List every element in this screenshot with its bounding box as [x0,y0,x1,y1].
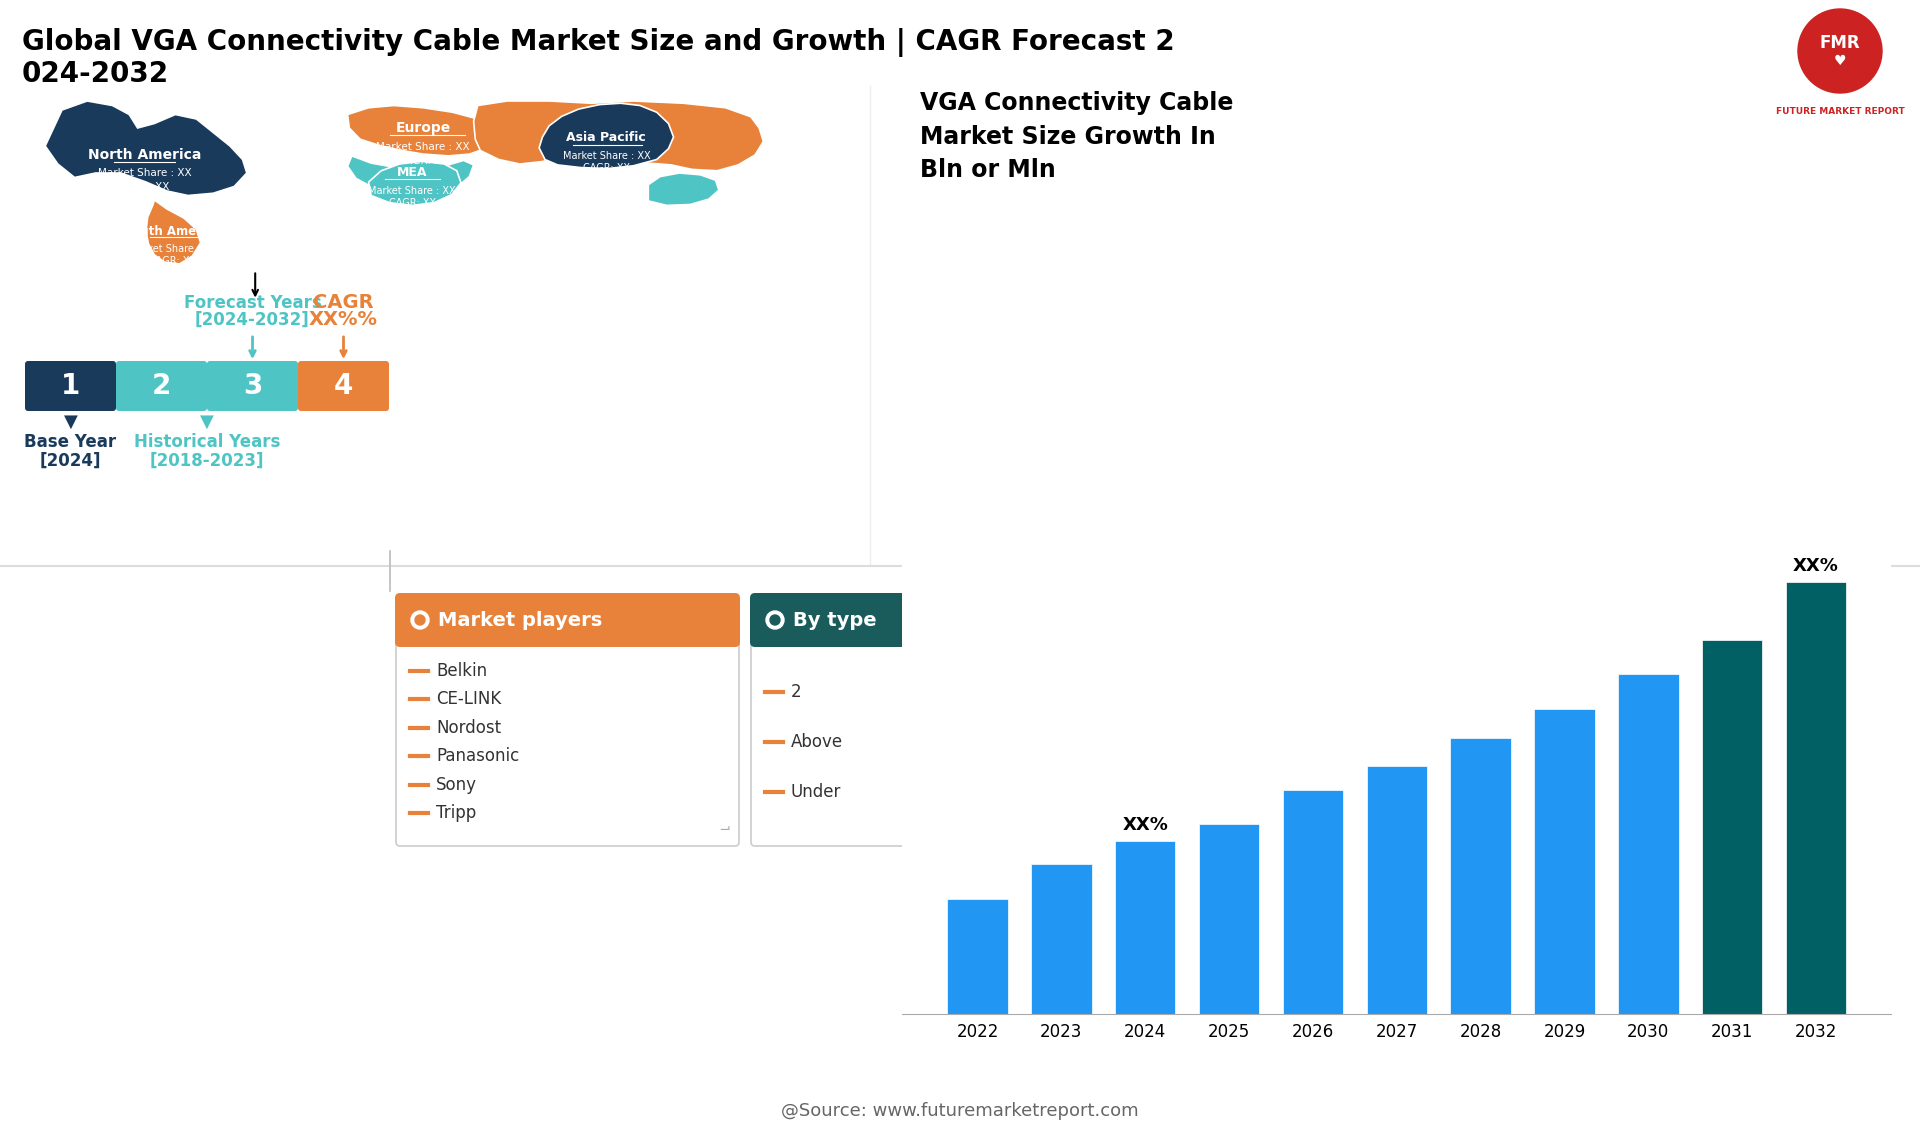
Text: 3: 3 [242,372,263,400]
Text: ⌐: ⌐ [1002,821,1014,834]
Text: Panasonic: Panasonic [436,747,518,766]
Text: VGA Connectivity Cable
Market Size Growth In
Bln or Mln: VGA Connectivity Cable Market Size Growt… [920,91,1233,182]
Text: Base Year: Base Year [25,433,117,452]
Text: XX%%: XX%% [309,311,378,329]
FancyBboxPatch shape [396,638,739,846]
FancyBboxPatch shape [1037,592,1336,647]
Text: MEA: MEA [397,166,428,180]
Text: South America: South America [125,225,221,238]
Polygon shape [348,105,499,156]
Text: Under: Under [791,783,841,801]
Polygon shape [474,101,764,171]
Text: XX%: XX% [1123,816,1167,834]
Text: CAGR: CAGR [313,293,374,312]
Bar [1534,709,1596,1014]
Bar [1619,674,1678,1014]
Text: ⌐: ⌐ [718,821,730,834]
Circle shape [766,611,783,629]
Text: Forecast Years: Forecast Years [184,295,321,312]
Text: CE-LINK: CE-LINK [436,690,501,708]
Text: FUTURE MARKET REPORT: FUTURE MARKET REPORT [1776,107,1905,116]
Text: ⌐: ⌐ [1313,821,1327,834]
Circle shape [1052,611,1071,629]
Text: Aftermarket: Aftermarket [1077,700,1177,717]
Text: Above: Above [791,733,843,751]
Bar [1786,582,1847,1014]
Text: @Source: www.futuremarketreport.com: @Source: www.futuremarketreport.com [781,1102,1139,1120]
Text: 1: 1 [61,372,81,400]
Text: 2: 2 [791,683,803,701]
FancyBboxPatch shape [751,638,1023,846]
Text: Market Share : XX: Market Share : XX [369,186,457,196]
Polygon shape [540,103,674,168]
Bar [947,898,1008,1014]
Bar [1701,639,1763,1014]
Text: Tripp: Tripp [436,804,476,823]
Text: CAGR: XX: CAGR: XX [150,257,196,267]
Text: Market Share : XX: Market Share : XX [563,151,651,160]
Text: By application: By application [1079,611,1236,629]
Text: [2024-2032]: [2024-2032] [196,311,309,329]
Text: Europe: Europe [396,121,451,135]
Text: 4: 4 [334,372,353,400]
FancyBboxPatch shape [115,361,207,411]
Polygon shape [369,162,461,205]
Text: ▼: ▼ [200,413,213,431]
Text: Market Share : XX: Market Share : XX [98,168,192,178]
Text: 2: 2 [152,372,171,400]
Bar [1198,824,1260,1014]
Text: CAGR: XX: CAGR: XX [388,198,436,209]
Circle shape [1797,9,1882,93]
Text: By type: By type [793,611,877,629]
Bar [1450,738,1511,1014]
FancyBboxPatch shape [298,361,390,411]
Text: CAGR: XX: CAGR: XX [584,163,630,173]
Text: Nordost: Nordost [436,719,501,737]
Bar [1367,767,1427,1014]
Polygon shape [649,173,718,205]
FancyBboxPatch shape [1039,638,1336,846]
Circle shape [1058,615,1068,625]
Bar [1116,841,1175,1014]
Bar [1283,790,1344,1014]
Polygon shape [348,156,474,197]
Text: CAGR: XX: CAGR: XX [119,182,169,193]
Text: [2018-2023]: [2018-2023] [150,452,265,470]
Text: FMR: FMR [1820,34,1860,52]
Text: XX%: XX% [1793,557,1839,575]
Text: Market players: Market players [438,611,603,629]
Circle shape [415,615,424,625]
Text: ♥: ♥ [1834,54,1847,68]
Text: 024-2032: 024-2032 [21,60,169,88]
Text: Historical Years: Historical Years [134,433,280,452]
Text: Asia Pacific: Asia Pacific [566,132,647,144]
Text: [2024]: [2024] [40,452,102,470]
Polygon shape [46,101,248,196]
Text: CAGR: XX: CAGR: XX [397,156,449,166]
Text: Global VGA Connectivity Cable Market Size and Growth | CAGR Forecast 2: Global VGA Connectivity Cable Market Siz… [21,28,1175,57]
FancyBboxPatch shape [25,361,115,411]
Polygon shape [146,201,200,264]
Text: Market Share : XX: Market Share : XX [129,243,217,253]
Circle shape [770,615,780,625]
FancyBboxPatch shape [207,361,298,411]
Text: Sony: Sony [436,776,476,794]
Bar [1031,864,1092,1014]
Text: ▼: ▼ [63,413,77,431]
Text: North America: North America [88,148,202,162]
Circle shape [411,611,428,629]
FancyBboxPatch shape [751,592,1025,647]
Text: OEM: OEM [1077,767,1116,784]
Text: Belkin: Belkin [436,661,488,680]
Text: Market Share : XX: Market Share : XX [376,142,470,152]
FancyBboxPatch shape [396,592,739,647]
